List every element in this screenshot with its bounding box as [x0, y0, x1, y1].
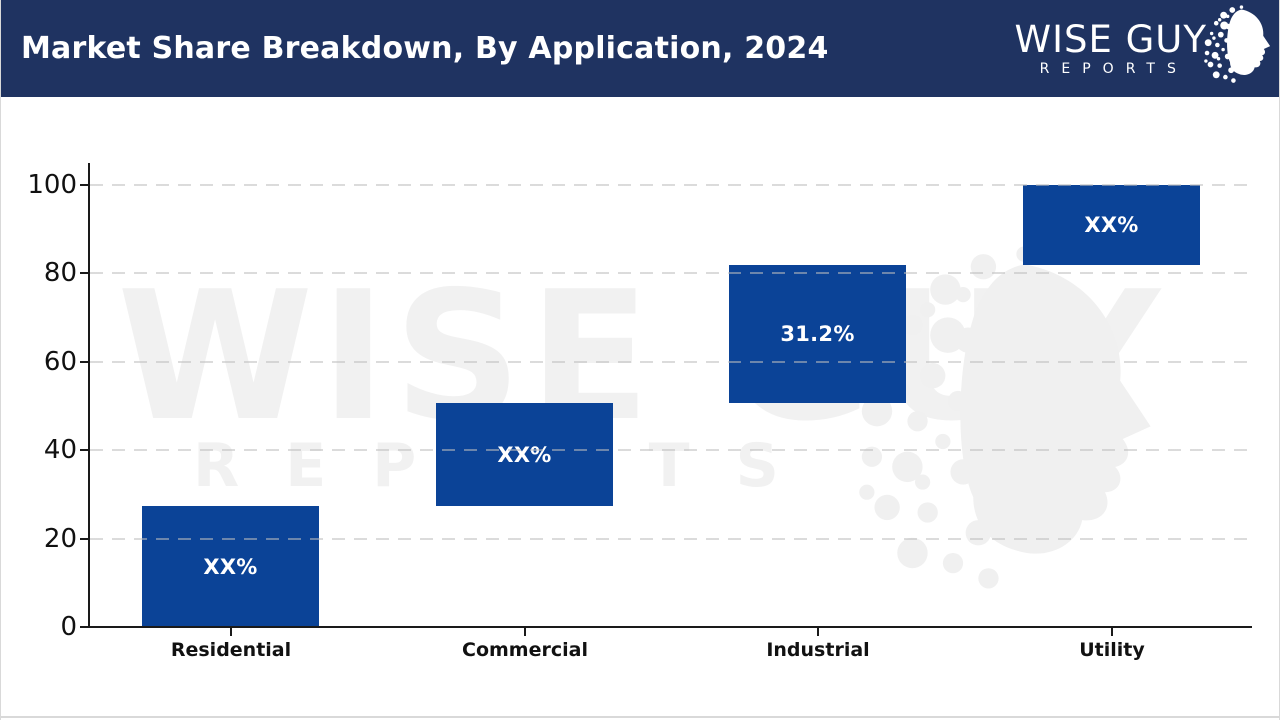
- x-axis-line: [88, 626, 1252, 628]
- y-tick-label-40: 40: [43, 435, 77, 465]
- gridline-80: [90, 272, 1252, 274]
- y-axis-line: [88, 163, 90, 628]
- header-bar: Market Share Breakdown, By Application, …: [1, 0, 1279, 97]
- y-axis-tick-40: [80, 449, 88, 451]
- gridline-60: [90, 361, 1252, 363]
- x-axis-tick-residential: [230, 628, 232, 636]
- brand-subtext: REPORTS: [1039, 60, 1188, 77]
- y-tick-label-20: 20: [43, 524, 77, 554]
- y-tick-label-80: 80: [43, 258, 77, 288]
- bar-residential: XX%: [142, 506, 319, 627]
- brand-wordmark: WISE GUY: [1014, 18, 1207, 62]
- bar-commercial: XX%: [436, 403, 613, 506]
- gridline-20: [90, 538, 1252, 540]
- brand-logo-text: WISE GUY REPORTS: [1014, 18, 1207, 77]
- gridline-40: [90, 449, 1252, 451]
- y-axis-tick-60: [80, 361, 88, 363]
- x-axis-tick-commercial: [524, 628, 526, 636]
- bar-utility: XX%: [1023, 185, 1200, 265]
- bar-value-label-utility: XX%: [1084, 213, 1139, 237]
- bar-industrial: 31.2%: [729, 265, 906, 403]
- brand-logo: WISE GUY REPORTS: [1015, 3, 1277, 95]
- x-axis-tick-utility: [1111, 628, 1113, 636]
- page-title: Market Share Breakdown, By Application, …: [21, 31, 829, 66]
- y-axis-tick-100: [80, 184, 88, 186]
- bar-value-label-residential: XX%: [203, 554, 258, 579]
- y-tick-label-100: 100: [27, 170, 77, 200]
- bar-value-label-commercial: XX%: [497, 442, 552, 467]
- x-tick-label-commercial: Commercial: [462, 639, 588, 661]
- bar-value-label-industrial: 31.2%: [780, 322, 855, 346]
- x-tick-label-industrial: Industrial: [766, 639, 870, 661]
- x-axis-tick-industrial: [817, 628, 819, 636]
- y-axis-tick-80: [80, 272, 88, 274]
- gridline-100: [90, 184, 1252, 186]
- bottom-divider: [1, 716, 1279, 718]
- x-tick-label-utility: Utility: [1079, 639, 1145, 661]
- y-axis-tick-20: [80, 538, 88, 540]
- y-tick-label-0: 0: [60, 612, 77, 642]
- x-tick-label-residential: Residential: [170, 639, 292, 661]
- y-axis-tick-0: [80, 626, 88, 628]
- y-tick-label-60: 60: [43, 347, 77, 377]
